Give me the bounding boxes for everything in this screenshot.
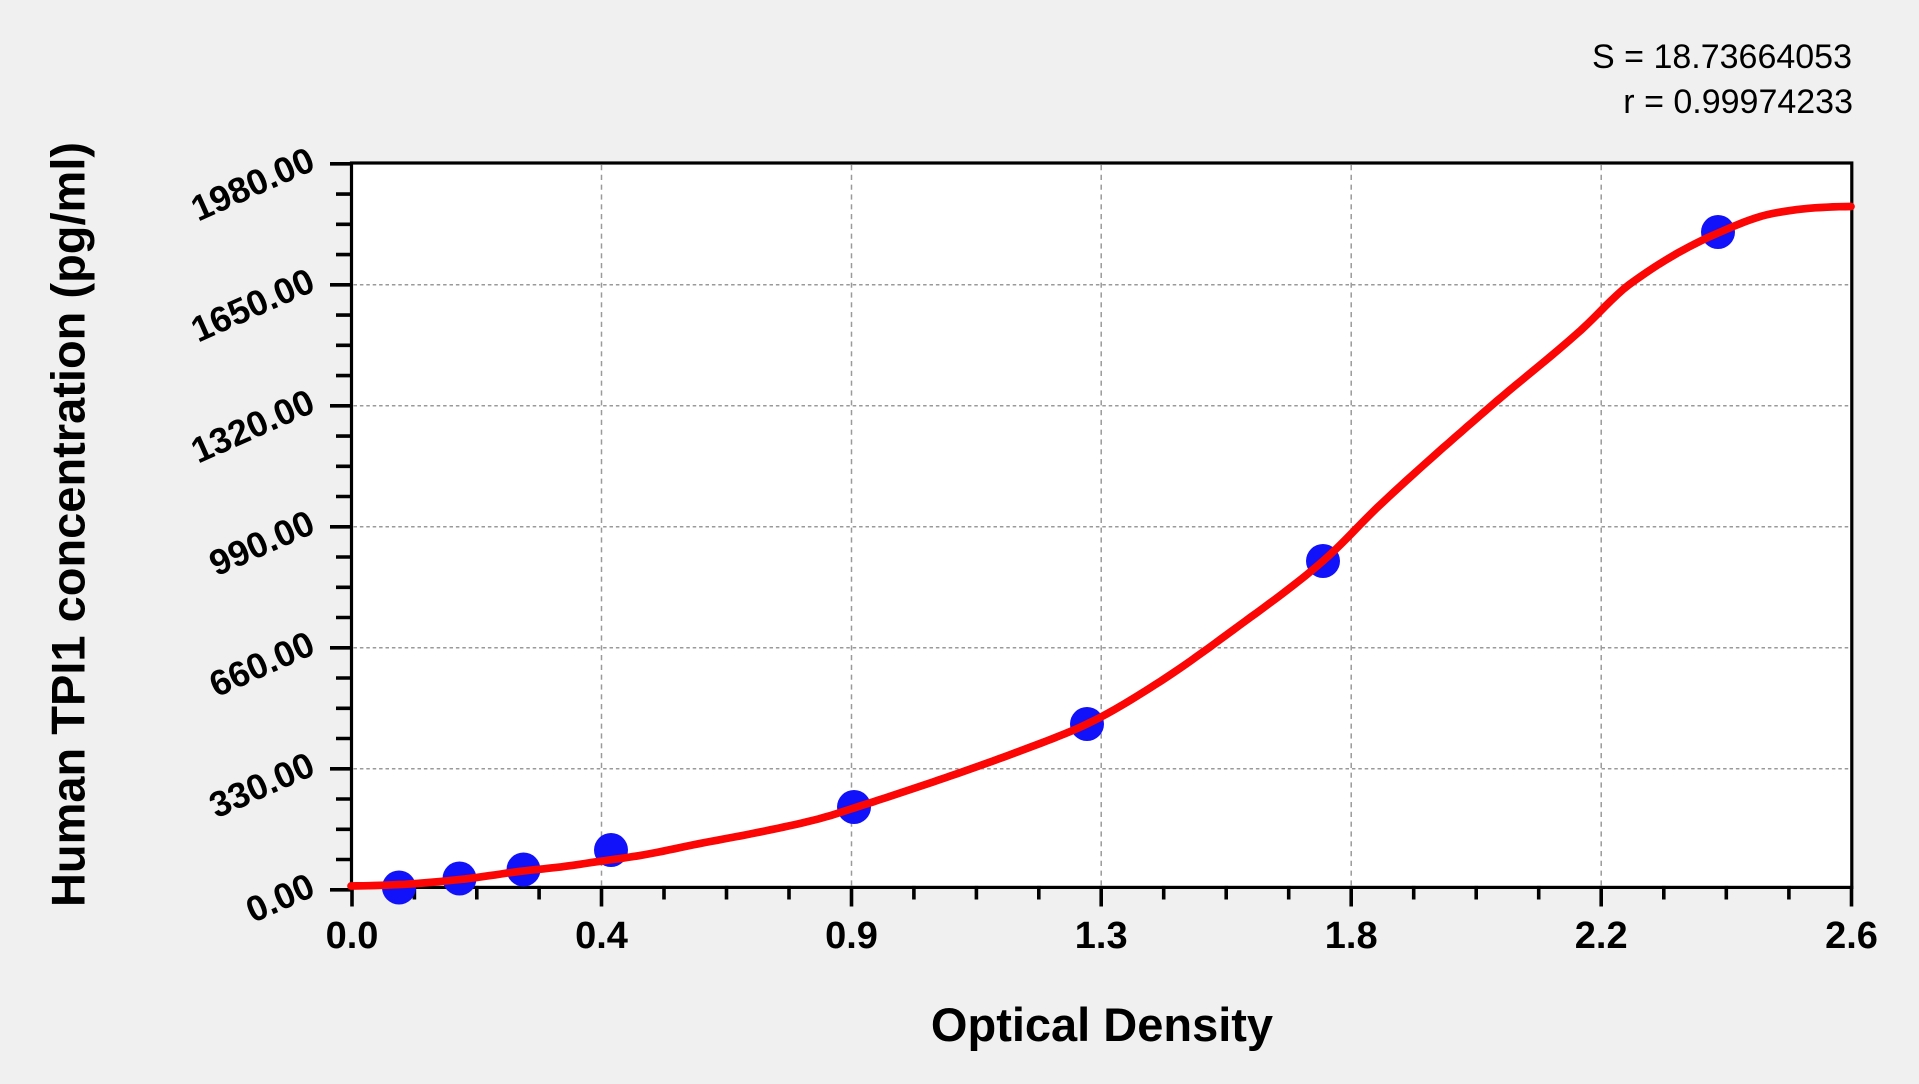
svg-text:0.9: 0.9: [825, 915, 878, 957]
svg-text:r = 0.99974233: r = 0.99974233: [1623, 83, 1853, 121]
svg-text:2.2: 2.2: [1575, 915, 1628, 957]
svg-text:Human TPI1 concentration (pg/m: Human TPI1 concentration (pg/ml): [42, 142, 95, 907]
svg-text:0.0: 0.0: [326, 915, 379, 957]
svg-text:0.4: 0.4: [575, 915, 628, 957]
svg-text:1.8: 1.8: [1325, 915, 1378, 957]
svg-text:2.6: 2.6: [1825, 915, 1878, 957]
svg-text:Optical Density: Optical Density: [931, 998, 1273, 1051]
svg-text:1.3: 1.3: [1075, 915, 1128, 957]
svg-text:S = 18.73664053: S = 18.73664053: [1592, 38, 1852, 76]
